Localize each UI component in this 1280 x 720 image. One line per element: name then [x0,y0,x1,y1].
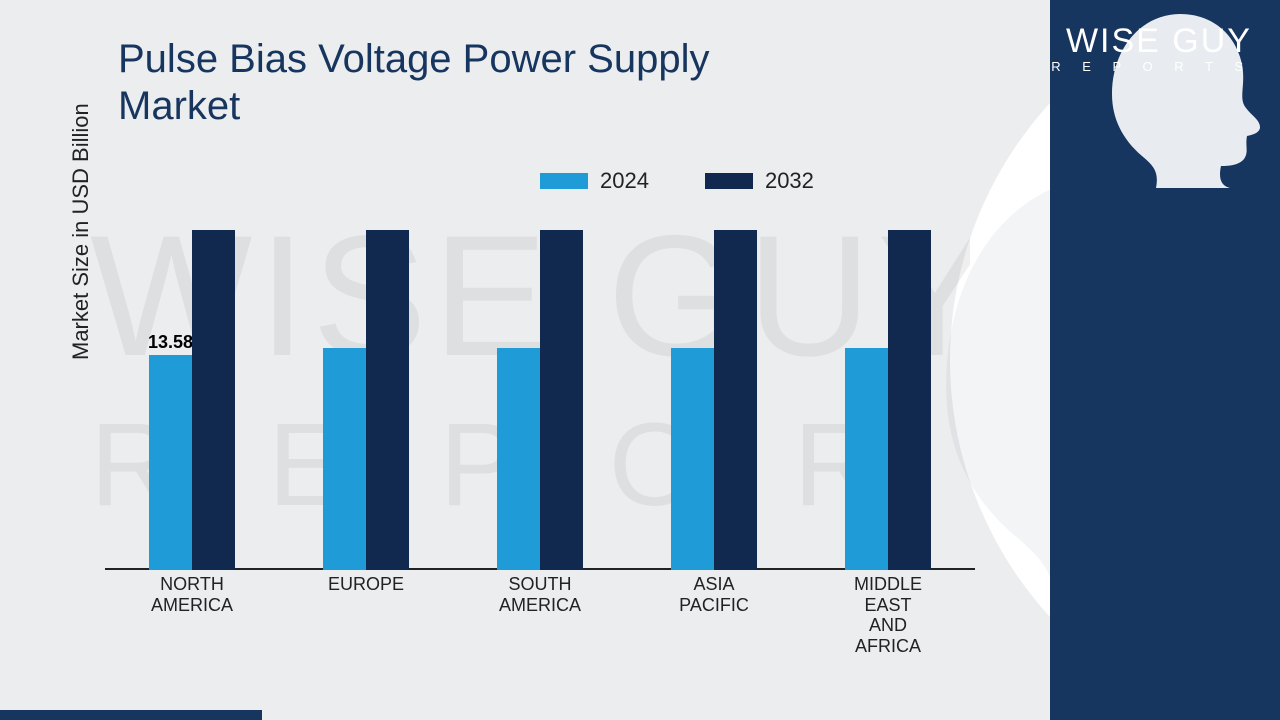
bar [671,348,714,570]
x-tick-label: SOUTHAMERICA [453,574,627,615]
bar [497,348,540,570]
bar-group [279,190,453,570]
bar-group [453,190,627,570]
footer-accent-bar [0,710,262,720]
plot-area: 13.58 [105,190,975,570]
bar [192,230,235,570]
brand-logo: WISE GUY R E P O R T S [1051,24,1252,76]
legend-swatch [705,173,753,189]
x-tick-label: NORTHAMERICA [105,574,279,615]
bar-group [801,190,975,570]
bar-group [627,190,801,570]
bar [366,230,409,570]
bar-value-label: 13.58 [148,332,193,353]
bar [845,348,888,570]
chart-canvas: WISE GUY R E P O R T S WISE GUY R E P O … [0,0,1280,720]
y-axis-label: Market Size in USD Billion [68,103,94,360]
bar-group: 13.58 [105,190,279,570]
bar [540,230,583,570]
bar [323,348,366,570]
legend-swatch [540,173,588,189]
brand-logo-line1: WISE GUY [1051,24,1252,58]
bar [888,230,931,570]
bar [714,230,757,570]
x-tick-label: EUROPE [279,574,453,595]
brand-logo-line2: R E P O R T S [1051,58,1252,76]
chart-title: Pulse Bias Voltage Power Supply Market [118,36,838,130]
x-tick-label: MIDDLEEASTANDAFRICA [801,574,975,657]
brand-band [1050,0,1280,720]
x-tick-label: ASIAPACIFIC [627,574,801,615]
bar [149,355,192,570]
